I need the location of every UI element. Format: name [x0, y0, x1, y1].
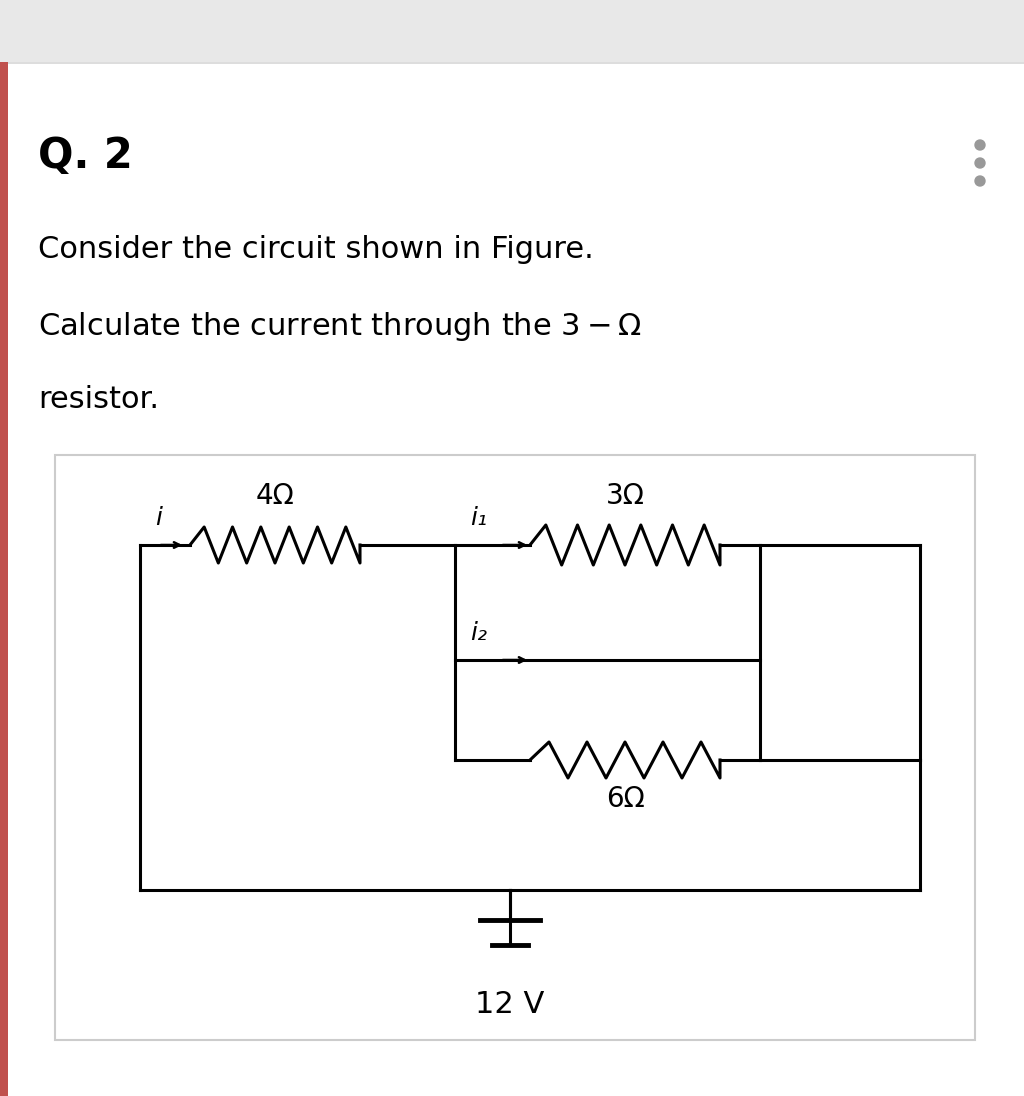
- Bar: [0, 62, 1024, 64]
- Text: resistor.: resistor.: [38, 385, 159, 414]
- Text: i₁: i₁: [470, 506, 487, 530]
- Bar: [0, 0, 1024, 62]
- Text: 3Ω: 3Ω: [605, 482, 644, 510]
- Text: 12 V: 12 V: [475, 990, 545, 1019]
- Bar: [0, 62, 8, 1096]
- Text: 4Ω: 4Ω: [256, 482, 294, 510]
- Circle shape: [975, 176, 985, 186]
- Text: Consider the circuit shown in Figure.: Consider the circuit shown in Figure.: [38, 235, 594, 264]
- Text: Calculate the current through the $3 - \Omega$: Calculate the current through the $3 - \…: [38, 310, 642, 343]
- Circle shape: [975, 158, 985, 168]
- Bar: [55, 455, 975, 1040]
- Circle shape: [975, 140, 985, 150]
- Text: i₂: i₂: [470, 621, 487, 646]
- Text: i: i: [155, 506, 162, 530]
- Text: Q. 2: Q. 2: [38, 135, 133, 176]
- Text: 6Ω: 6Ω: [605, 785, 644, 813]
